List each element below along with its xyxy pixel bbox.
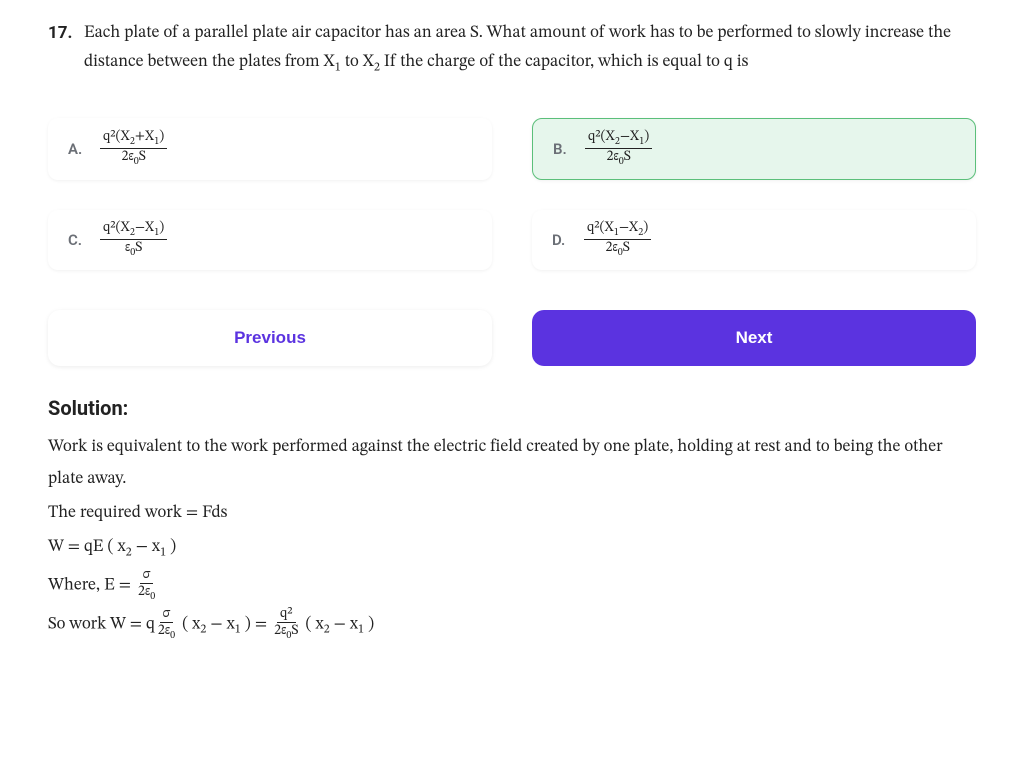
option-letter: A. — [68, 140, 86, 158]
question-block: 17. Each plate of a parallel plate air c… — [48, 20, 976, 78]
solution-block: Solution: Work is equivalent to the work… — [48, 396, 976, 642]
question-number: 17. — [48, 20, 76, 78]
question-text: Each plate of a parallel plate air capac… — [84, 20, 976, 78]
next-button[interactable]: Next — [532, 310, 976, 366]
solution-line: The required work = Fds — [48, 498, 976, 530]
previous-button[interactable]: Previous — [48, 310, 492, 366]
solution-line: Where, E = σ2ε0 — [48, 567, 976, 603]
option-formula: q²(X1−X2) 2ε0S — [584, 220, 651, 260]
option-formula: q²(X2+X1) 2ε0S — [100, 129, 167, 169]
option-formula: q²(X2−X1) ε0S — [100, 220, 167, 260]
option-a[interactable]: A. q²(X2+X1) 2ε0S — [48, 118, 492, 180]
option-formula: q²(X2−X1) 2ε0S — [585, 129, 652, 169]
option-c[interactable]: C. q²(X2−X1) ε0S — [48, 210, 492, 270]
options-grid: A. q²(X2+X1) 2ε0S B. q²(X2−X1) 2ε0S C. q… — [48, 118, 976, 270]
option-d[interactable]: D. q²(X1−X2) 2ε0S — [532, 210, 976, 270]
option-b[interactable]: B. q²(X2−X1) 2ε0S — [532, 118, 976, 180]
option-letter: D. — [552, 231, 570, 249]
option-letter: B. — [553, 140, 571, 158]
option-letter: C. — [68, 231, 86, 249]
solution-body: Work is equivalent to the work performed… — [48, 432, 976, 642]
solution-line: So work W = qσ2ε0 ( x2 − x1 ) = q²2ε0S (… — [48, 606, 976, 642]
solution-line: Work is equivalent to the work performed… — [48, 432, 976, 497]
solution-title: Solution: — [48, 396, 976, 420]
solution-line: W = qE ( x2 − x1 ) — [48, 532, 976, 565]
nav-row: Previous Next — [48, 310, 976, 366]
